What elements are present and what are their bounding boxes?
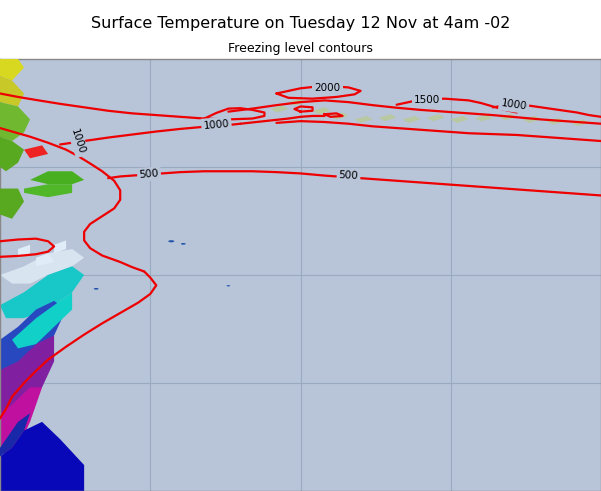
Polygon shape xyxy=(523,116,541,123)
Polygon shape xyxy=(0,422,84,491)
Polygon shape xyxy=(379,114,397,121)
Polygon shape xyxy=(0,413,30,457)
Polygon shape xyxy=(0,249,84,284)
Ellipse shape xyxy=(227,285,230,286)
Polygon shape xyxy=(288,99,307,106)
Ellipse shape xyxy=(181,243,186,245)
Polygon shape xyxy=(0,102,30,141)
Polygon shape xyxy=(547,118,565,125)
Polygon shape xyxy=(30,171,84,184)
Polygon shape xyxy=(451,116,469,123)
Text: 1000: 1000 xyxy=(500,98,528,112)
Polygon shape xyxy=(270,106,288,112)
Polygon shape xyxy=(0,266,84,318)
Polygon shape xyxy=(355,116,373,123)
Polygon shape xyxy=(0,136,24,171)
Polygon shape xyxy=(403,116,421,123)
Polygon shape xyxy=(0,301,66,387)
Polygon shape xyxy=(331,112,349,119)
Polygon shape xyxy=(0,335,54,422)
Polygon shape xyxy=(12,292,72,349)
Text: 1000: 1000 xyxy=(203,118,230,131)
Polygon shape xyxy=(24,145,48,158)
Polygon shape xyxy=(571,119,589,126)
Polygon shape xyxy=(499,114,517,120)
Polygon shape xyxy=(0,387,42,457)
Text: 2000: 2000 xyxy=(314,83,341,93)
Text: 500: 500 xyxy=(139,168,159,180)
Text: 500: 500 xyxy=(338,170,359,181)
Polygon shape xyxy=(36,253,54,266)
Polygon shape xyxy=(0,59,24,81)
Polygon shape xyxy=(0,76,24,107)
Polygon shape xyxy=(427,114,445,121)
Text: Surface Temperature on Tuesday 12 Nov at 4am -02: Surface Temperature on Tuesday 12 Nov at… xyxy=(91,17,510,31)
Polygon shape xyxy=(475,115,493,121)
Polygon shape xyxy=(313,108,331,114)
Ellipse shape xyxy=(168,240,174,243)
Text: Freezing level contours: Freezing level contours xyxy=(228,42,373,55)
Polygon shape xyxy=(18,245,30,258)
Text: 1000: 1000 xyxy=(69,128,87,156)
Ellipse shape xyxy=(94,288,99,290)
Polygon shape xyxy=(54,241,66,253)
Text: 1500: 1500 xyxy=(413,95,440,105)
Polygon shape xyxy=(24,184,72,197)
Polygon shape xyxy=(0,189,24,219)
